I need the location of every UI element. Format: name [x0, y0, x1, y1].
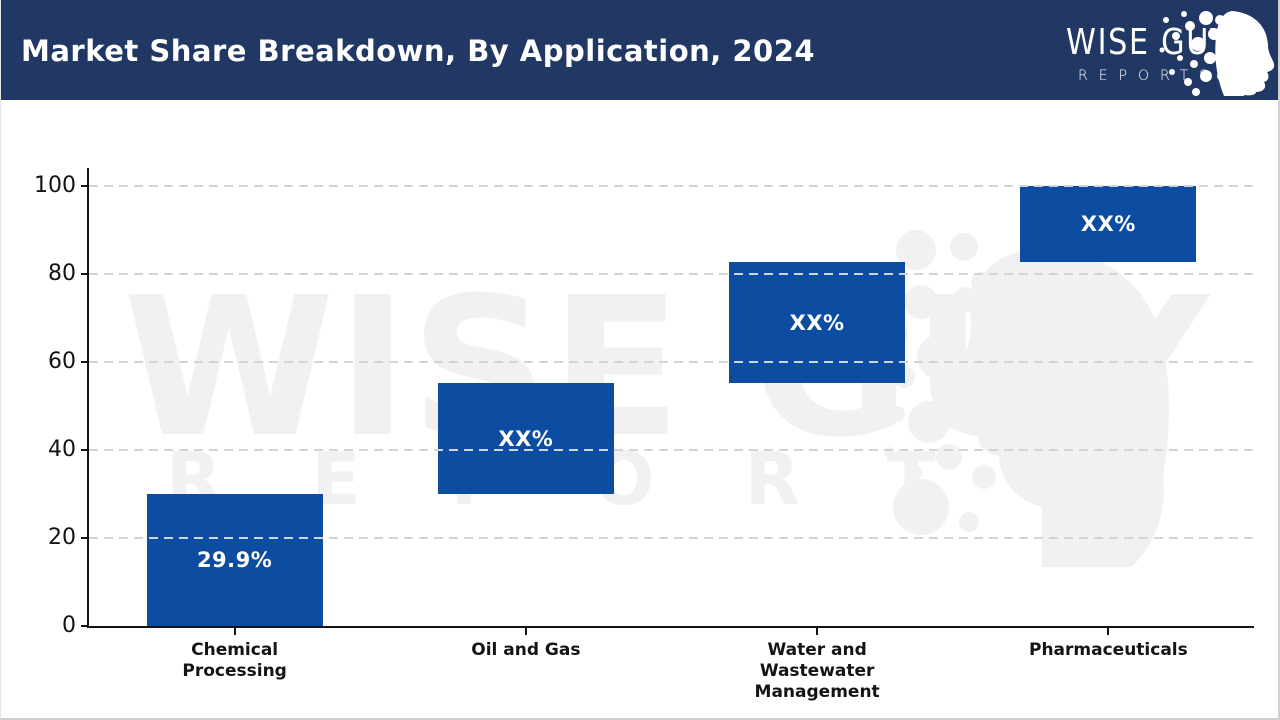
bar-value-label: XX%	[789, 310, 845, 335]
y-tick-mark	[81, 449, 89, 451]
y-tick-label: 60	[48, 349, 76, 374]
y-axis-line	[87, 168, 89, 628]
y-tick-label: 80	[48, 261, 76, 286]
page-title: Market Share Breakdown, By Application, …	[21, 34, 816, 68]
header-bar: Market Share Breakdown, By Application, …	[1, 0, 1278, 100]
bar-value-label: XX%	[1080, 212, 1136, 237]
x-category-label: Water and Wastewater Management	[754, 640, 880, 702]
x-category-label: Chemical Processing	[182, 640, 287, 681]
bar-segment: XX%	[729, 262, 906, 384]
y-tick-label: 20	[48, 525, 76, 550]
y-tick-mark	[81, 361, 89, 363]
y-gridline	[89, 361, 1254, 363]
x-tick-mark	[1107, 628, 1110, 635]
logo-sub-text: REPORTS	[1078, 68, 1220, 84]
y-gridline	[89, 537, 1254, 539]
y-tick-label: 100	[34, 173, 76, 198]
x-tick-mark	[524, 628, 527, 635]
y-tick-label: 0	[62, 613, 76, 638]
x-axis-line	[87, 626, 1254, 628]
bar-value-label: 29.9%	[196, 548, 273, 573]
bar-segment: XX%	[437, 383, 614, 495]
bar-segment: 29.9%	[146, 494, 323, 626]
y-tick-mark	[81, 537, 89, 539]
wiseguy-head-logo-icon	[1159, 11, 1275, 96]
x-tick-mark	[816, 628, 819, 635]
bar-value-label: XX%	[498, 426, 554, 451]
y-tick-mark	[81, 273, 89, 275]
y-tick-mark	[81, 185, 89, 187]
y-gridline	[89, 449, 1254, 451]
x-tick-mark	[233, 628, 236, 635]
y-tick-mark	[81, 625, 89, 627]
y-gridline	[89, 273, 1254, 275]
wiseguy-logo: WISE GUY REPORTS	[1028, 0, 1278, 100]
bar-segment: XX%	[1020, 186, 1197, 263]
y-tick-label: 40	[48, 437, 76, 462]
x-category-label: Oil and Gas	[471, 640, 581, 660]
y-gridline	[89, 185, 1254, 187]
x-category-label: Pharmaceuticals	[1028, 640, 1188, 660]
